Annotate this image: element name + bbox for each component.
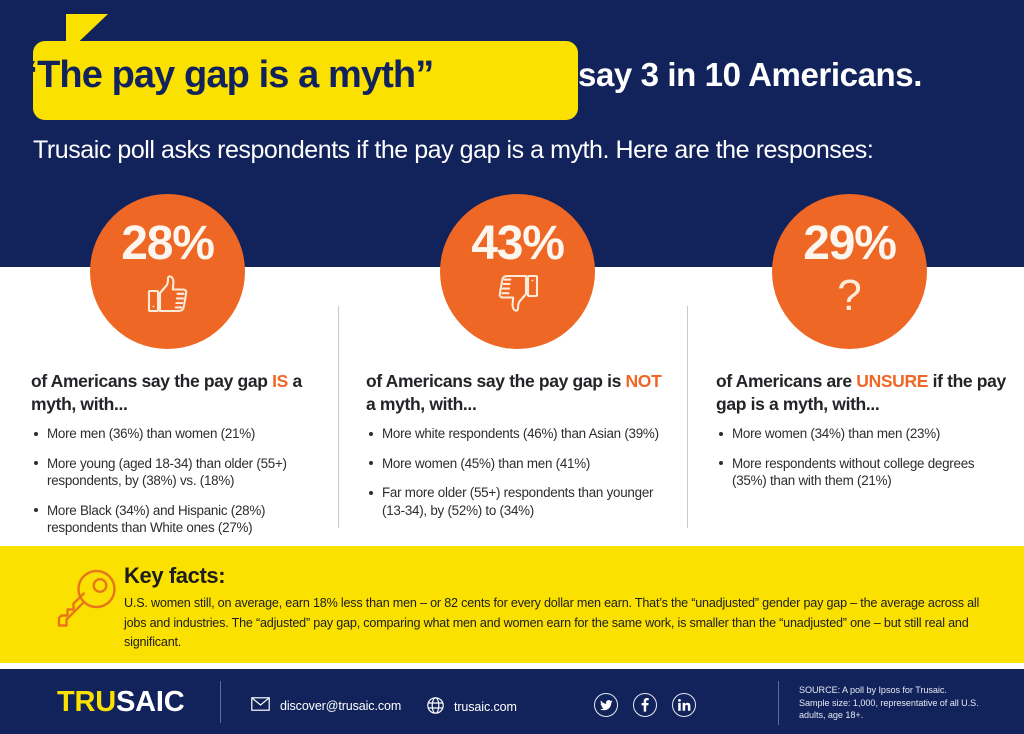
headline-suffix: say 3 in 10 Americans. bbox=[578, 56, 923, 93]
column-heading-highlight: UNSURE bbox=[856, 371, 929, 391]
column-heading: of Americans are UNSURE if the pay gap i… bbox=[716, 370, 1006, 416]
list-item: More women (45%) than men (41%) bbox=[366, 455, 666, 473]
stat-percent: 43% bbox=[471, 217, 565, 270]
list-item: More respondents without college degrees… bbox=[716, 455, 1006, 490]
footer-email-text: discover@trusaic.com bbox=[280, 698, 402, 713]
footer-website-text: trusaic.com bbox=[454, 700, 517, 714]
stat-column-is-myth: of Americans say the pay gap IS a myth, … bbox=[31, 370, 323, 549]
twitter-icon[interactable] bbox=[594, 693, 618, 717]
logo-tru: TRU bbox=[57, 686, 117, 718]
thumbs-down-icon bbox=[440, 274, 595, 314]
column-heading-highlight: IS bbox=[272, 371, 288, 391]
column-heading-post: if the pay gap is a myth, with... bbox=[716, 371, 1006, 414]
list-item: More white respondents (46%) than Asian … bbox=[366, 425, 666, 443]
speech-bubble-box bbox=[33, 41, 578, 120]
thumbs-up-icon bbox=[90, 274, 245, 314]
key-facts-body: U.S. women still, on average, earn 18% l… bbox=[124, 596, 980, 649]
footer-band bbox=[0, 669, 1024, 734]
stat-circle-unsure: 29% ? bbox=[772, 194, 927, 349]
column-heading-post: a myth, with... bbox=[366, 394, 477, 414]
list-item: More young (aged 18-34) than older (55+)… bbox=[31, 455, 323, 490]
column-heading-post: a myth, with... bbox=[31, 371, 302, 414]
column-bullet-list: More women (34%) than men (23%) More res… bbox=[716, 425, 1006, 490]
facebook-icon[interactable] bbox=[633, 693, 657, 717]
column-bullet-list: More men (36%) than women (21%) More you… bbox=[31, 425, 323, 537]
globe-icon bbox=[427, 697, 444, 717]
subheadline: Trusaic poll asks respondents if the pay… bbox=[33, 136, 874, 164]
linkedin-icon[interactable] bbox=[672, 693, 696, 717]
column-bullet-list: More white respondents (46%) than Asian … bbox=[366, 425, 666, 519]
source-line-2: Sample size: 1,000, representative of al… bbox=[799, 697, 979, 708]
footer-divider bbox=[220, 681, 221, 723]
stat-percent: 29% bbox=[803, 217, 897, 270]
column-divider bbox=[338, 306, 339, 528]
column-heading-pre: of Americans are bbox=[716, 371, 857, 391]
key-facts-title: Key facts: bbox=[124, 563, 226, 588]
stat-column-not-myth: of Americans say the pay gap is NOT a my… bbox=[366, 370, 666, 531]
column-divider bbox=[687, 306, 688, 528]
key-facts-band bbox=[0, 546, 1024, 663]
column-heading: of Americans say the pay gap IS a myth, … bbox=[31, 370, 323, 416]
question-mark-icon: ? bbox=[837, 271, 862, 320]
stat-column-unsure: of Americans are UNSURE if the pay gap i… bbox=[716, 370, 1006, 502]
headline-quote: “The pay gap is a myth” bbox=[19, 54, 434, 96]
list-item: More men (36%) than women (21%) bbox=[31, 425, 323, 443]
stat-percent: 28% bbox=[121, 217, 215, 270]
logo-saic: SAIC bbox=[116, 686, 185, 718]
source-note: SOURCE: A poll by Ipsos for Trusaic. Sam… bbox=[799, 684, 1014, 722]
column-heading-highlight: NOT bbox=[625, 371, 662, 391]
list-item: More Black (34%) and Hispanic (28%) resp… bbox=[31, 502, 323, 537]
column-heading-pre: of Americans say the pay gap bbox=[31, 371, 273, 391]
source-line-3: adults, age 18+. bbox=[799, 710, 864, 721]
column-heading-pre: of Americans say the pay gap is bbox=[366, 371, 626, 391]
envelope-icon bbox=[251, 697, 270, 714]
stat-circle-not-myth: 43% bbox=[440, 194, 595, 349]
footer-website-link[interactable]: trusaic.com bbox=[427, 697, 517, 717]
stat-circle-is-myth: 28% bbox=[90, 194, 245, 349]
list-item: More women (34%) than men (23%) bbox=[716, 425, 1006, 443]
speech-bubble bbox=[33, 8, 578, 120]
trusaic-logo: TRUSAIC bbox=[57, 687, 185, 717]
source-line-1: SOURCE: A poll by Ipsos for Trusaic. bbox=[799, 685, 947, 695]
list-item: Far more older (55+) respondents than yo… bbox=[366, 484, 666, 519]
footer-email-link[interactable]: discover@trusaic.com bbox=[251, 697, 401, 714]
column-heading: of Americans say the pay gap is NOT a my… bbox=[366, 370, 666, 416]
key-icon bbox=[47, 566, 119, 642]
footer-divider bbox=[778, 681, 779, 725]
